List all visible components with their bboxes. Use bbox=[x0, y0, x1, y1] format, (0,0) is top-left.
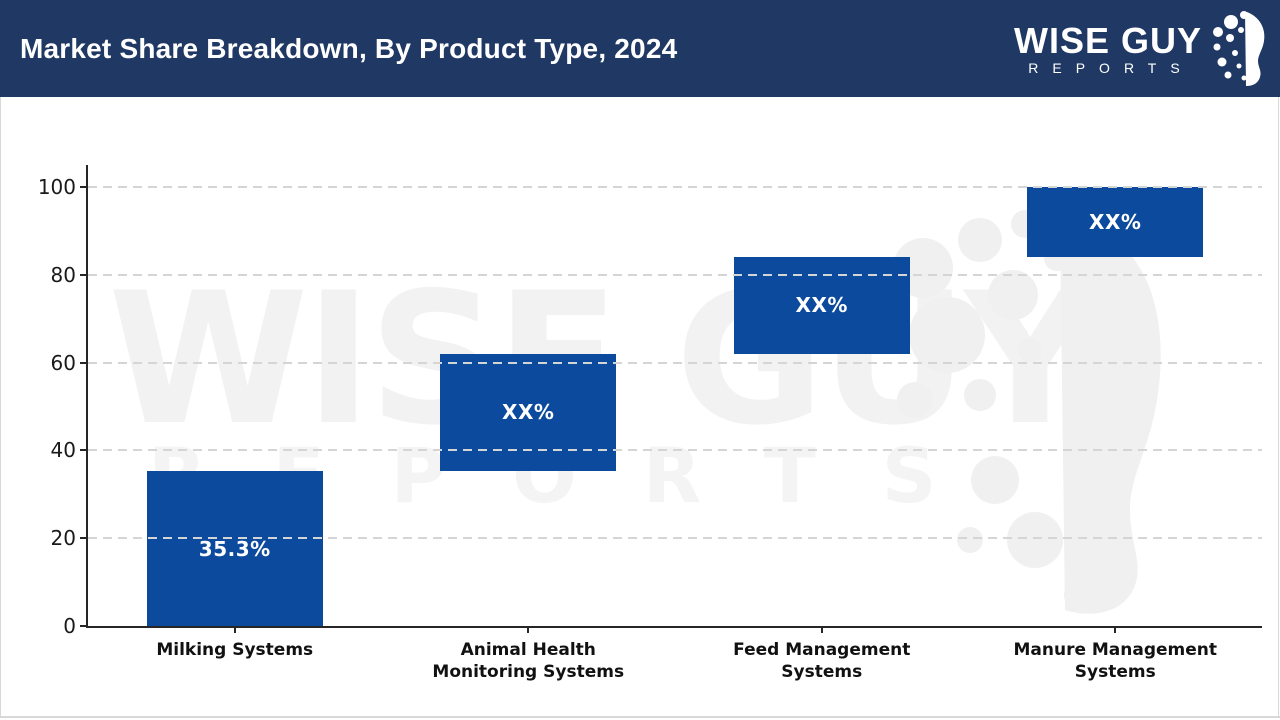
y-tick-mark bbox=[80, 273, 88, 276]
bar-segment: 35.3% bbox=[146, 471, 323, 626]
bar-segment: XX% bbox=[733, 257, 910, 354]
y-tick-label: 20 bbox=[50, 526, 76, 551]
x-axis-category-label: Feed Management Systems bbox=[675, 639, 969, 683]
y-tick-label: 60 bbox=[50, 350, 76, 375]
figure-border-left bbox=[0, 97, 1, 718]
x-axis-category-label: Manure Management Systems bbox=[968, 639, 1262, 683]
x-axis-category-label-line: Systems bbox=[781, 662, 863, 682]
logo-text: WISE GUY REPORTS bbox=[1013, 19, 1202, 76]
y-gridline bbox=[88, 273, 1262, 276]
logo-face-icon bbox=[1213, 10, 1265, 86]
chart-title: Market Share Breakdown, By Product Type,… bbox=[20, 32, 678, 64]
y-tick-label: 100 bbox=[37, 174, 76, 199]
x-axis-category-label: Animal Health Monitoring Systems bbox=[381, 639, 675, 683]
y-tick-label: 80 bbox=[50, 262, 76, 287]
figure-border-right bbox=[1278, 97, 1279, 718]
figure-border-bottom bbox=[0, 716, 1280, 718]
y-gridline bbox=[88, 449, 1262, 452]
x-axis-category-label-line: Systems bbox=[1074, 662, 1156, 682]
y-gridline bbox=[88, 537, 1262, 540]
y-tick-mark bbox=[80, 449, 88, 452]
x-axis-category-label-line: Animal Health bbox=[460, 640, 596, 660]
y-tick-mark bbox=[80, 185, 88, 188]
y-tick-label: 40 bbox=[50, 438, 76, 463]
x-axis-line bbox=[86, 626, 1262, 628]
x-axis-category-label-line: Feed Management bbox=[733, 640, 911, 660]
bar-segment: XX% bbox=[440, 353, 617, 471]
header-bar: Market Share Breakdown, By Product Type,… bbox=[0, 0, 1280, 97]
bar-value-label: XX% bbox=[1089, 210, 1142, 235]
x-tick-mark bbox=[233, 626, 236, 633]
y-axis-line bbox=[86, 165, 88, 628]
x-tick-mark bbox=[1114, 626, 1117, 633]
bar-value-label: 35.3% bbox=[198, 536, 271, 561]
watermark-face-icon bbox=[893, 210, 1161, 614]
x-axis-category-label-line: Monitoring Systems bbox=[432, 662, 625, 682]
y-gridline bbox=[88, 361, 1262, 364]
logo-wordmark: WISE GUY bbox=[1013, 19, 1202, 61]
x-axis-category-label-line: Milking Systems bbox=[156, 640, 314, 660]
bar-value-label: XX% bbox=[795, 293, 848, 318]
x-axis-category-label-line: Manure Management bbox=[1013, 640, 1218, 660]
x-tick-mark bbox=[527, 626, 530, 633]
logo-subtitle: REPORTS bbox=[1028, 59, 1194, 76]
bar-segment: XX% bbox=[1027, 186, 1204, 258]
y-tick-mark bbox=[80, 361, 88, 364]
y-tick-mark bbox=[80, 625, 88, 627]
y-gridline bbox=[88, 185, 1262, 188]
wise-guy-logo: WISE GUY REPORTS bbox=[1014, 10, 1266, 88]
y-tick-mark bbox=[80, 537, 88, 540]
x-axis-category-label: Milking Systems bbox=[88, 639, 382, 661]
x-tick-mark bbox=[820, 626, 823, 633]
bar-value-label: XX% bbox=[502, 400, 555, 425]
y-tick-label: 0 bbox=[63, 614, 76, 638]
